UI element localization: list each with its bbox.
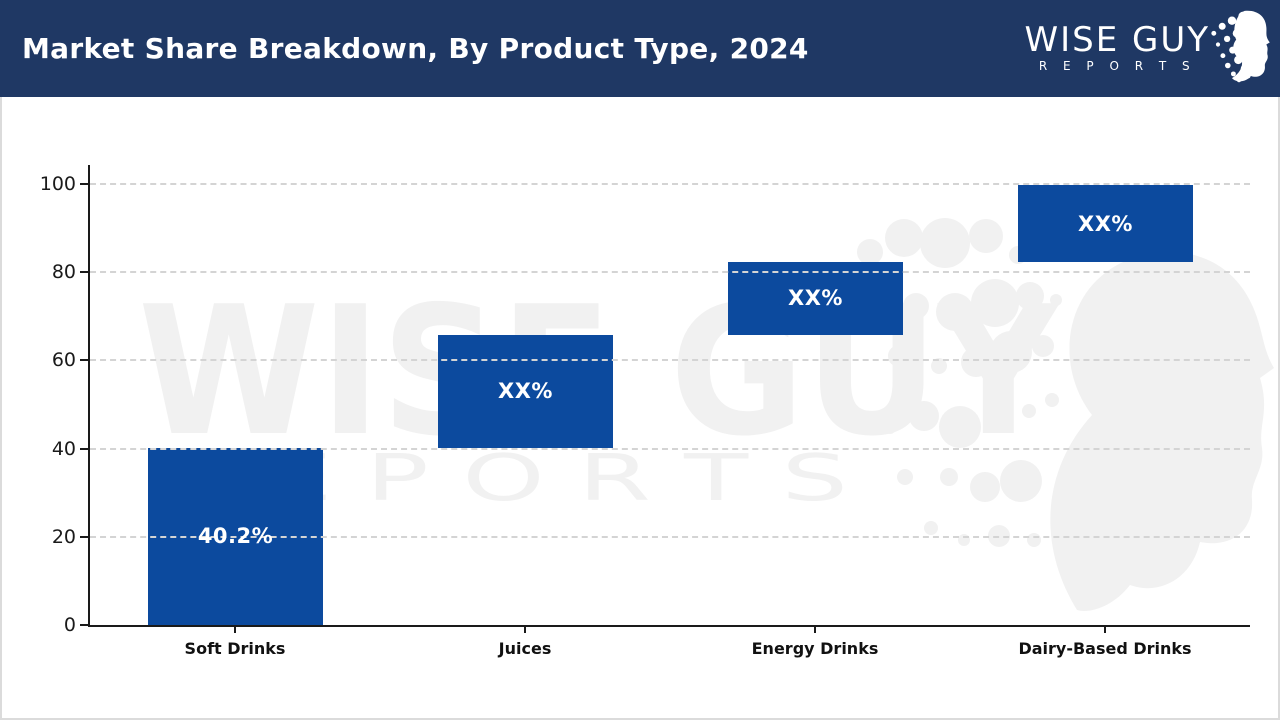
header-bar: Market Share Breakdown, By Product Type,… (0, 0, 1280, 97)
y-tick-label: 100 (39, 173, 76, 195)
y-tick-mark (80, 536, 88, 538)
x-category-label: Juices (498, 639, 552, 658)
gridline (90, 271, 1250, 273)
bar-value-label: XX% (1078, 212, 1133, 236)
wise-guy-logo: WISE GUY R E P O R T S (1024, 5, 1274, 91)
y-tick-mark (80, 624, 88, 626)
x-category-label: Energy Drinks (751, 639, 879, 658)
y-tick-label: 60 (51, 349, 76, 371)
y-tick-label: 40 (51, 438, 76, 460)
x-tick-mark (814, 625, 816, 633)
y-tick-mark (80, 271, 88, 273)
x-category-label: Soft Drinks (184, 639, 286, 658)
y-tick-mark (80, 448, 88, 450)
gridline (90, 183, 1250, 185)
plot-area: 0 20 40 60 80 100 40.2% Soft Drinks XX% Juices XX%… (2, 97, 1278, 718)
x-tick-mark (524, 625, 526, 633)
x-tick-mark (234, 625, 236, 633)
gridline (90, 536, 1250, 538)
waterfall-bar (438, 335, 613, 448)
waterfall-bar (1018, 185, 1193, 262)
waterfall-bar (728, 262, 903, 335)
bar-value-label: XX% (788, 286, 843, 310)
gridline (90, 448, 1250, 450)
y-tick-label: 0 (63, 614, 76, 636)
logo-wordmark: WISE GUY (1024, 19, 1210, 60)
y-tick-label: 20 (51, 526, 76, 548)
x-category-label: Dairy-Based Drinks (1018, 639, 1192, 658)
logo-subtitle: R E P O R T S (1038, 59, 1196, 74)
x-axis-line (88, 625, 1250, 627)
bar-value-label: XX% (498, 379, 553, 403)
y-tick-mark (80, 183, 88, 185)
y-axis-line (88, 165, 90, 627)
gridline (90, 359, 1250, 361)
chart-title: Market Share Breakdown, By Product Type,… (22, 32, 809, 65)
logo-face-icon (1211, 10, 1270, 83)
x-tick-mark (1104, 625, 1106, 633)
y-tick-mark (80, 359, 88, 361)
logo-text: WISE GUY R E P O R T S (1024, 19, 1210, 74)
bar-value-label: 40.2% (197, 524, 274, 548)
chart-canvas: WISE GUY R E P O R T S 0 20 40 60 80 100 40.2%… (0, 97, 1280, 720)
y-tick-label: 80 (51, 261, 76, 283)
